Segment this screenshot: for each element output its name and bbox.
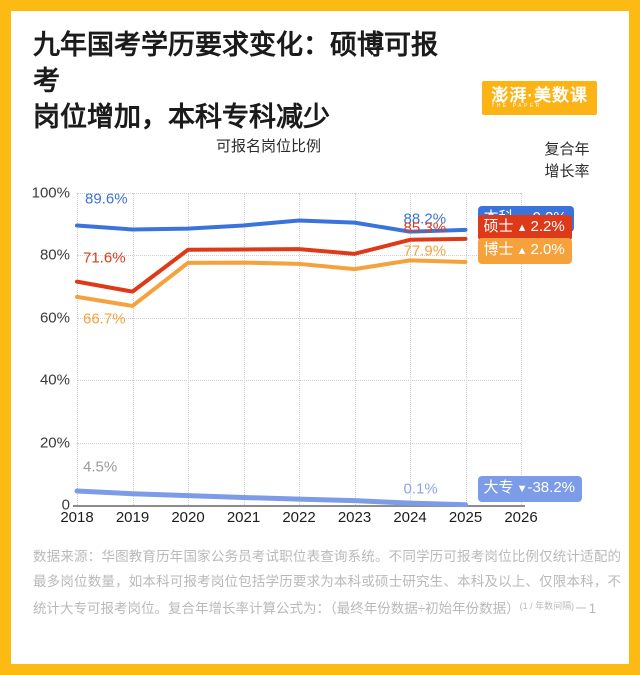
gridline-vertical <box>188 193 189 505</box>
border-left <box>0 0 11 675</box>
legend-badge-name: 硕士 <box>483 217 514 235</box>
chart-subtitle: 可报名岗位比例 <box>216 138 322 155</box>
y-axis-tick-label: 20% <box>39 434 70 452</box>
y-axis-tick-label: 100% <box>31 184 70 202</box>
gridline-vertical <box>354 193 356 505</box>
footnote-tail: －1 <box>574 601 598 616</box>
y-axis-tick-label: 60% <box>39 309 70 327</box>
arrow-down-icon: ▼ <box>513 482 528 495</box>
series-line-博士 <box>75 258 468 308</box>
y-axis-tick-label: 40% <box>39 371 70 389</box>
gridline-vertical <box>465 193 467 505</box>
legend-badge-cagr: 2.0% <box>530 240 565 258</box>
arrow-up-icon: ▲ <box>513 221 531 234</box>
y-axis-tick-label: 0 <box>61 496 70 514</box>
x-axis-tick-label: 2018 <box>60 509 94 526</box>
gridline-vertical <box>77 193 78 505</box>
gridline-vertical <box>410 193 411 505</box>
legend-badge-name: 博士 <box>483 240 514 258</box>
gridline-vertical <box>521 193 522 505</box>
plot-area: 0 20% 40% 60% 80% 100% 2018 2019 2020 2021 2022 202… <box>32 185 582 526</box>
series-end-value-大专: 0.1% <box>403 480 438 498</box>
footnote: 数据来源：华图教育历年国家公务员考试职位表查询系统。不同学历可报考岗位比例仅统计… <box>33 545 621 622</box>
line-chart: 可报名岗位比例 复合年 增长率 0 20% 40% 60% 80% 100% 2018 201… <box>11 123 629 533</box>
series-start-value-大专: 4.5% <box>83 458 118 476</box>
series-line-本科 <box>75 218 468 234</box>
legend-badge-cagr: -38.2% <box>527 478 575 496</box>
legend-badge-cagr: 2.2% <box>530 217 565 235</box>
x-axis-tick-label: 2024 <box>393 509 427 526</box>
footnote-body: 数据来源：华图教育历年国家公务员考试职位表查询系统。不同学历可报考岗位比例仅统计… <box>33 549 621 616</box>
legend-badge-大专[interactable]: 大专 ▼-38.2% <box>477 475 582 502</box>
header: 九年国考学历要求变化：硕博可报考 岗位增加，本科专科减少 澎湃·美数课 THE … <box>33 27 613 132</box>
x-axis-tick-label: 2023 <box>337 509 372 526</box>
logo-sublabel: THE PAPER <box>491 103 542 109</box>
x-axis-tick-label: 2026 <box>504 509 538 526</box>
y-axis-tick-label: 80% <box>39 246 70 264</box>
legend-badge-博士[interactable]: 博士 ▲ 2.0% <box>477 237 572 264</box>
series-end-value-硕士: 85.3% <box>403 219 447 237</box>
border-right <box>629 0 640 675</box>
cagr-column-header: 复合年 增长率 <box>544 141 590 180</box>
series-lines <box>74 218 468 508</box>
page-title: 九年国考学历要求变化：硕博可报考 岗位增加，本科专科减少 <box>33 30 438 132</box>
gridline-vertical <box>243 193 245 505</box>
x-axis-tick-label: 2019 <box>115 509 150 526</box>
series-end-value-本科: 88.2% <box>403 210 447 228</box>
footnote-exponent: (1 / 年数间隔) <box>519 601 575 611</box>
series-start-value-博士: 66.7% <box>83 310 126 328</box>
arrow-up-icon: ▲ <box>513 244 531 257</box>
x-axis-tick-label: 2020 <box>171 509 205 526</box>
series-line-硕士 <box>75 236 468 294</box>
legend-badge-硕士[interactable]: 硕士 ▲ 2.2% <box>477 214 572 241</box>
border-bottom <box>0 664 640 675</box>
x-axis-line <box>73 505 525 507</box>
logo-label: 澎湃·美数课 <box>491 86 588 105</box>
x-axis-tick-label: 2022 <box>282 509 316 526</box>
legend-badge-name: 大专 <box>483 478 514 496</box>
series-start-value-硕士: 71.6% <box>83 249 126 267</box>
series-end-value-博士: 77.9% <box>403 242 447 260</box>
gridline-vertical <box>299 193 300 505</box>
x-axis-tick-label: 2021 <box>226 509 261 526</box>
x-axis-tick-label: 2025 <box>448 509 483 526</box>
series-line-大专 <box>74 488 468 508</box>
border-top <box>0 0 640 11</box>
brand-logo: 澎湃·美数课 THE PAPER <box>482 81 597 115</box>
series-start-value-本科: 89.6% <box>85 190 128 208</box>
gridline-vertical <box>132 193 134 505</box>
content-area: 九年国考学历要求变化：硕博可报考 岗位增加，本科专科减少 澎湃·美数课 THE … <box>11 11 629 664</box>
